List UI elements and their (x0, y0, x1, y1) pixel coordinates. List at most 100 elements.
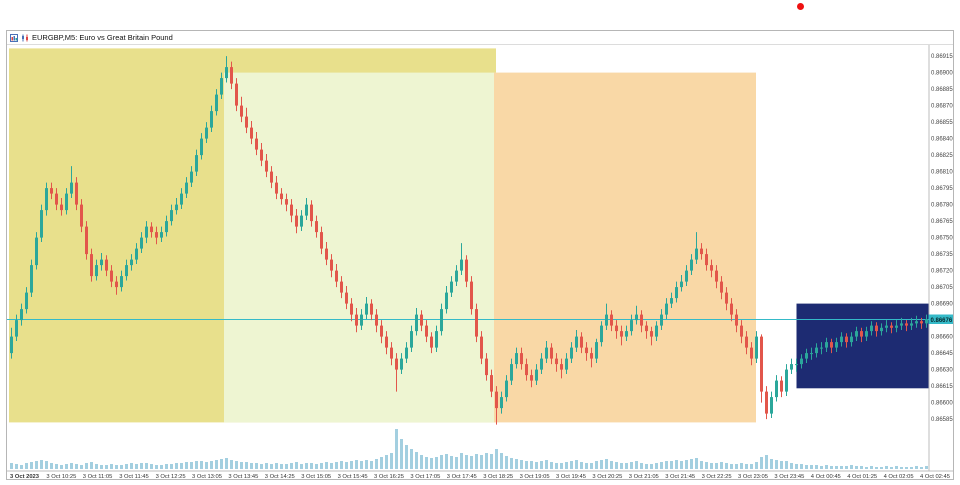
price-axis-label: 0.86645 (931, 351, 953, 357)
time-axis-label: 3 Oct 10:25 (46, 474, 76, 480)
volume-bar (385, 455, 388, 469)
volume-bar (775, 460, 778, 469)
candle-body (380, 325, 383, 337)
candle-body (120, 276, 123, 288)
volume-bar (315, 464, 318, 469)
time-axis-label: 4 Oct 02:05 (884, 474, 914, 480)
candle-body (50, 188, 53, 194)
candle-body (390, 347, 393, 359)
volume-bar (885, 466, 888, 469)
candle-body (420, 314, 423, 326)
candle-body (320, 232, 323, 249)
time-axis-label: 3 Oct 13:05 (192, 474, 222, 480)
candle-body (845, 336, 848, 343)
candle-body (440, 309, 443, 332)
volume-bar (700, 461, 703, 469)
volume-bar (660, 462, 663, 469)
candle-body (870, 325, 873, 332)
volume-bar (575, 460, 578, 469)
volume-bar (180, 463, 183, 469)
candle-body (185, 182, 188, 194)
candle-body (560, 364, 563, 370)
volume-bar (50, 463, 53, 469)
price-chart-canvas[interactable]: 0.86915 0.86900 0.86885 0.86870 0.86855 0.868… (7, 45, 953, 480)
volume-bar (125, 464, 128, 469)
candle-body (705, 254, 708, 266)
volume-bar (530, 461, 533, 469)
volume-bar (135, 464, 138, 469)
volume-bar (450, 456, 453, 469)
candle-body (610, 314, 613, 326)
candle-body (830, 342, 833, 348)
candle-body (710, 265, 713, 271)
candle-body (65, 193, 68, 211)
candle-body (225, 67, 228, 79)
volume-bar (230, 460, 233, 469)
volume-bar (875, 467, 878, 469)
volume-bar (455, 457, 458, 469)
volume-bar (90, 462, 93, 469)
candle-body (920, 321, 923, 324)
volume-bar (895, 466, 898, 469)
volume-bar (720, 462, 723, 469)
volume-bar (115, 465, 118, 469)
volume-bar (420, 455, 423, 469)
candle-body (890, 325, 893, 328)
time-axis-label: 3 Oct 21:45 (665, 474, 695, 480)
volume-bar (440, 455, 443, 469)
volume-bar (400, 439, 403, 469)
candle-body (110, 270, 113, 282)
candle-body (135, 248, 138, 260)
volume-bar (260, 464, 263, 469)
volume-bar (145, 463, 148, 469)
volume-bar (195, 461, 198, 469)
candle-body (620, 331, 623, 337)
volume-bar (590, 463, 593, 469)
candle-body (825, 342, 828, 348)
candle-body (535, 369, 538, 381)
candle-body (330, 259, 333, 271)
candle-body (200, 138, 203, 156)
candle-body (740, 325, 743, 337)
price-axis-label: 0.86810 (931, 170, 953, 176)
candle-body (910, 323, 913, 326)
volume-bar (175, 463, 178, 469)
candle-body (770, 397, 773, 414)
time-axis-label: 3 Oct 20:25 (592, 474, 622, 480)
volume-bar (395, 429, 398, 469)
candle-body (445, 292, 448, 310)
volume-bar (585, 463, 588, 469)
candle-body (410, 331, 413, 348)
candle-body (640, 314, 643, 326)
volume-bar (480, 455, 483, 469)
volume-bar (65, 464, 68, 469)
price-axis-label: 0.86690 (931, 302, 953, 308)
candle-body (545, 347, 548, 359)
price-axis-label: 0.86615 (931, 384, 953, 390)
volume-bar (815, 465, 818, 469)
plot-area: 0.86915 0.86900 0.86885 0.86870 0.86855 0.868… (7, 45, 953, 480)
candle-body (525, 364, 528, 376)
candle-body (635, 314, 638, 321)
candle-body (670, 298, 673, 304)
volume-bar (10, 463, 13, 469)
candle-body (375, 314, 378, 326)
candle-body (465, 259, 468, 282)
candle-body (650, 331, 653, 337)
volume-bar (515, 459, 518, 469)
candle-body (680, 281, 683, 288)
candle-body (630, 320, 633, 332)
volume-bar (360, 461, 363, 469)
candle-body (900, 323, 903, 326)
candle-body (780, 380, 783, 392)
volume-bar (790, 463, 793, 469)
candle-body (725, 292, 728, 304)
candle-body (395, 358, 398, 370)
status-dot (797, 3, 804, 10)
volume-bar (460, 453, 463, 469)
candle-body (540, 358, 543, 370)
volume-bar (190, 462, 193, 469)
volume-bar (285, 464, 288, 469)
candle-body (795, 364, 798, 366)
time-axis-label: 3 Oct 11:45 (119, 474, 149, 480)
